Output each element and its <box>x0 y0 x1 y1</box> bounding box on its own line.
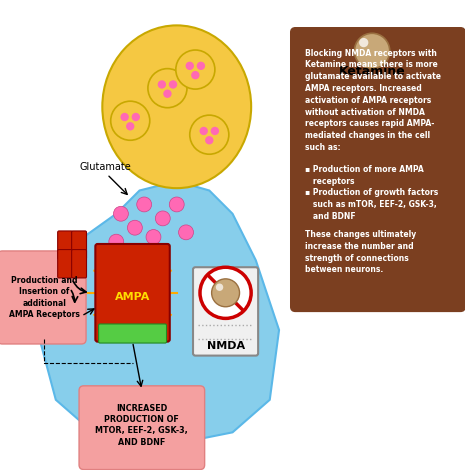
Circle shape <box>186 62 194 70</box>
Circle shape <box>197 62 205 70</box>
Circle shape <box>163 90 172 98</box>
Text: Blocking NMDA receptors with
Ketamine means there is more
glutamate available to: Blocking NMDA receptors with Ketamine me… <box>305 49 441 152</box>
FancyBboxPatch shape <box>0 251 86 344</box>
Text: Production and
Insertion of
additional
AMPA Receptors: Production and Insertion of additional A… <box>9 276 80 319</box>
Circle shape <box>200 267 251 319</box>
Circle shape <box>216 283 223 291</box>
Circle shape <box>120 113 129 121</box>
PathPatch shape <box>37 181 279 447</box>
Circle shape <box>210 127 219 135</box>
Text: INCREASED
PRODUCTION OF
MTOR, EEF-2, GSK-3,
AND BDNF: INCREASED PRODUCTION OF MTOR, EEF-2, GSK… <box>95 404 188 447</box>
Ellipse shape <box>102 26 251 188</box>
Circle shape <box>205 136 213 145</box>
Circle shape <box>113 206 128 221</box>
Circle shape <box>155 211 170 226</box>
FancyBboxPatch shape <box>95 244 170 342</box>
Circle shape <box>169 80 177 89</box>
Text: ▪ Production of growth factors
   such as mTOR, EEF-2, GSK-3,
   and BDNF: ▪ Production of growth factors such as m… <box>305 188 438 221</box>
Text: AMPA: AMPA <box>115 292 150 302</box>
Circle shape <box>191 71 200 79</box>
Circle shape <box>176 50 215 89</box>
Circle shape <box>109 234 124 249</box>
Circle shape <box>169 197 184 212</box>
Circle shape <box>211 279 239 307</box>
FancyBboxPatch shape <box>291 27 465 311</box>
Circle shape <box>148 69 187 108</box>
Circle shape <box>128 220 142 235</box>
Circle shape <box>179 225 193 240</box>
Circle shape <box>137 197 152 212</box>
Circle shape <box>355 33 390 69</box>
FancyBboxPatch shape <box>79 386 205 470</box>
FancyBboxPatch shape <box>72 249 87 278</box>
FancyBboxPatch shape <box>58 231 73 259</box>
Circle shape <box>359 38 368 47</box>
Text: Glutamate: Glutamate <box>79 162 131 172</box>
Circle shape <box>158 80 166 89</box>
FancyBboxPatch shape <box>58 249 73 278</box>
FancyBboxPatch shape <box>72 231 87 259</box>
FancyBboxPatch shape <box>99 324 166 343</box>
Text: NMDA: NMDA <box>207 341 245 351</box>
Text: Ketamine: Ketamine <box>339 65 405 78</box>
Text: These changes ultimately
increase the number and
strength of connections
between: These changes ultimately increase the nu… <box>305 230 416 274</box>
Circle shape <box>200 127 208 135</box>
Circle shape <box>111 101 150 140</box>
Circle shape <box>132 113 140 121</box>
Circle shape <box>146 229 161 245</box>
Circle shape <box>190 115 229 154</box>
Text: ▪ Production of more AMPA
   receptors: ▪ Production of more AMPA receptors <box>305 165 423 186</box>
FancyBboxPatch shape <box>193 267 258 356</box>
Circle shape <box>126 122 135 130</box>
